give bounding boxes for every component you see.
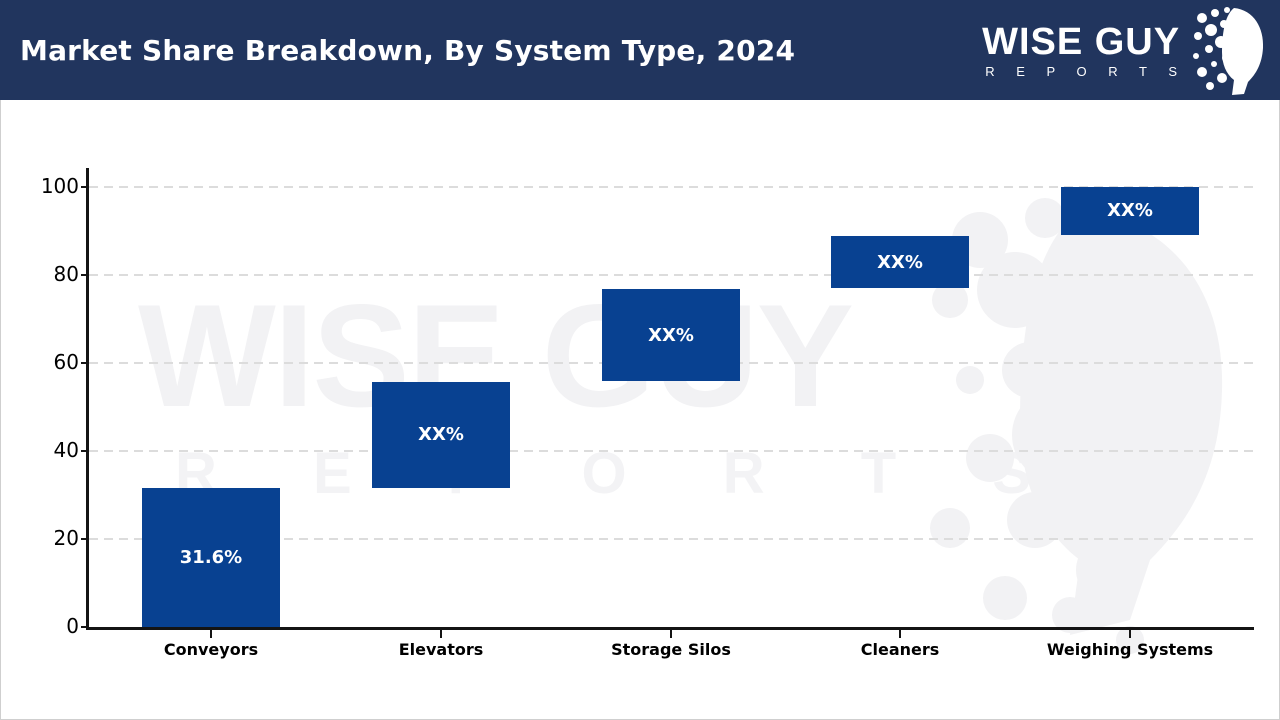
y-tick-mark (81, 626, 89, 628)
x-tick-mark (1129, 630, 1131, 638)
x-tick-mark (899, 630, 901, 638)
y-tick-mark (81, 186, 89, 188)
y-tick-mark (81, 538, 89, 540)
x-axis (86, 627, 1254, 630)
x-tick-mark (210, 630, 212, 638)
y-tick-mark (81, 450, 89, 452)
x-axis-label: Weighing Systems (1046, 640, 1214, 659)
bar-value-label: XX% (418, 424, 464, 446)
y-tick-label: 80 (53, 262, 79, 286)
gridline-40 (89, 450, 1254, 452)
y-tick-mark (81, 362, 89, 364)
page-title: Market Share Breakdown, By System Type, … (20, 33, 796, 67)
y-tick-label: 100 (40, 174, 79, 198)
x-tick-mark (670, 630, 672, 638)
bar-storage-silos: XX% (602, 289, 740, 382)
logo-name: WISE GUY (982, 20, 1181, 63)
bar-elevators: XX% (372, 381, 510, 488)
bar-cleaners: XX% (831, 235, 969, 289)
header-bar: Market Share Breakdown, By System Type, … (0, 0, 1280, 100)
logo-tagline: R E P O R T S (985, 63, 1186, 79)
x-axis-label: Cleaners (860, 640, 940, 659)
x-axis-label: Elevators (398, 640, 484, 659)
y-tick-label: 0 (66, 614, 79, 638)
bar-conveyors: 31.6% (142, 487, 280, 627)
y-tick-label: 20 (53, 526, 79, 550)
y-tick-label: 60 (53, 350, 79, 374)
wise-guy-logo: WISE GUY R E P O R T S (976, 4, 1266, 96)
gridline-80 (89, 274, 1254, 276)
bar-weighing-systems: XX% (1061, 187, 1199, 235)
bar-value-label: XX% (1107, 200, 1153, 222)
gridline-100 (89, 186, 1254, 188)
y-tick-mark (81, 274, 89, 276)
x-axis-label: Conveyors (163, 640, 259, 659)
bar-value-label: 31.6% (179, 546, 243, 568)
y-axis (86, 168, 89, 630)
x-axis-label: Storage Silos (611, 640, 731, 659)
bar-value-label: XX% (648, 324, 694, 346)
bar-value-label: XX% (877, 251, 923, 273)
logo-head-icon (1193, 7, 1264, 95)
x-tick-mark (440, 630, 442, 638)
y-tick-label: 40 (53, 438, 79, 462)
logo-text: WISE GUY R E P O R T S (976, 23, 1186, 78)
gridline-20 (89, 538, 1254, 540)
